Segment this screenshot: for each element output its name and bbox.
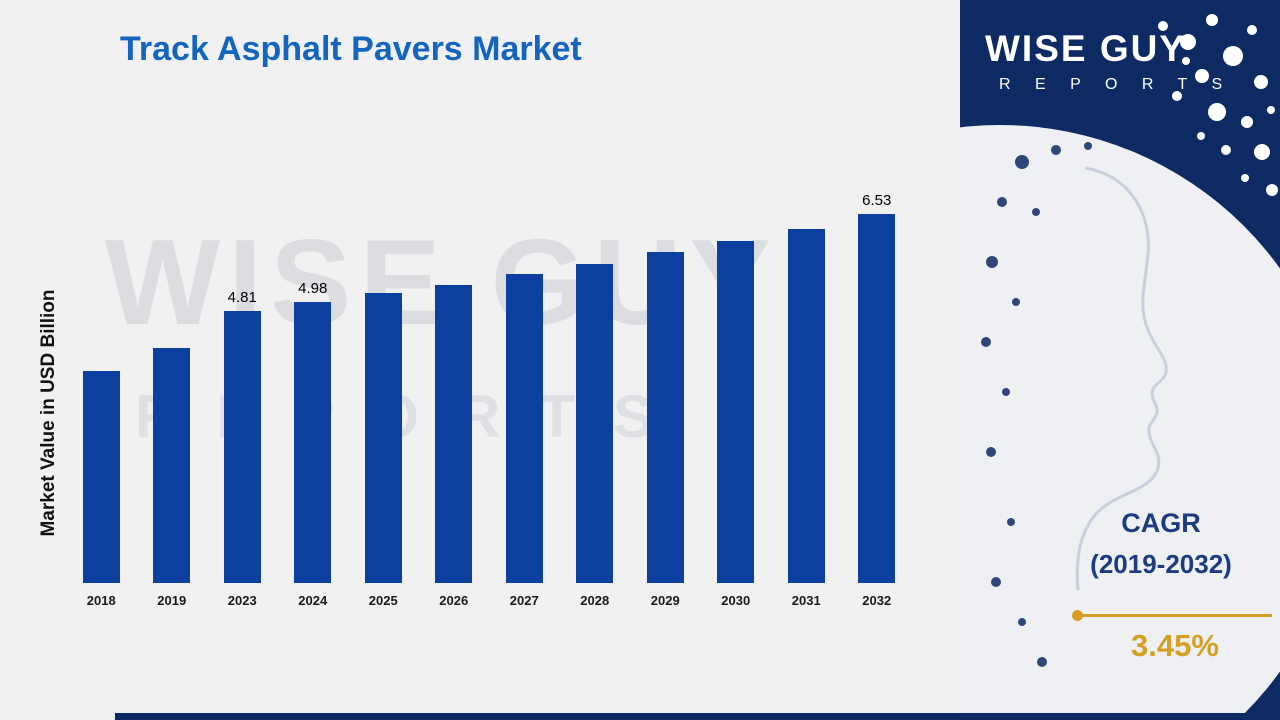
bar-column xyxy=(701,183,772,583)
bar-column: 6.53 xyxy=(842,183,913,583)
x-axis-tick: 2031 xyxy=(791,593,821,608)
bar-column: 4.81 xyxy=(207,183,278,583)
x-axis-tick: 2032 xyxy=(862,593,892,608)
cagr-block: CAGR (2019-2032) xyxy=(1050,508,1272,580)
bar-column xyxy=(630,183,701,583)
x-axis-tick: 2026 xyxy=(439,593,469,608)
bar-value-label: 6.53 xyxy=(862,192,892,209)
bar xyxy=(505,274,543,583)
x-axis-tick: 2023 xyxy=(227,593,257,608)
bar-chart: 4.81 4.98 6.53 xyxy=(66,183,912,583)
cagr-range: (2019-2032) xyxy=(1090,549,1232,579)
x-axis-tick: 2027 xyxy=(509,593,539,608)
bar xyxy=(858,214,896,583)
y-axis-label: Market Value in USD Billion xyxy=(38,289,59,537)
cagr-label: CAGR xyxy=(1121,508,1201,538)
bar-column xyxy=(66,183,137,583)
bar xyxy=(364,293,402,583)
bar-column: 4.98 xyxy=(278,183,349,583)
bar xyxy=(223,311,261,583)
bar-column xyxy=(348,183,419,583)
bar-column xyxy=(419,183,490,583)
bar-column xyxy=(137,183,208,583)
x-axis-tick: 2025 xyxy=(368,593,398,608)
bar xyxy=(435,285,473,583)
bar-value-label: 4.98 xyxy=(298,280,328,297)
x-axis-tick: 2019 xyxy=(157,593,187,608)
cagr-divider-dot xyxy=(1072,610,1083,621)
chart-title: Track Asphalt Pavers Market xyxy=(120,30,582,68)
logo-wiseguy-text: WISE GUY xyxy=(985,28,1187,69)
bar xyxy=(646,252,684,583)
bar-value-label: 4.81 xyxy=(227,289,257,306)
bar-column xyxy=(771,183,842,583)
bar xyxy=(717,241,755,583)
bar xyxy=(787,229,825,583)
x-axis-tick: 2024 xyxy=(298,593,328,608)
cagr-value: 3.45% xyxy=(1131,628,1219,663)
footer-bar xyxy=(115,713,1280,720)
bar xyxy=(82,371,120,583)
bar xyxy=(576,264,614,583)
brand-panel: WISE GUY R E P O R T S CAGR (2019-2032) … xyxy=(960,0,1280,720)
logo: WISE GUY R E P O R T S xyxy=(985,28,1232,94)
x-axis: 2018 2019 2023 2024 2025 2026 2027 2028 2029 2030… xyxy=(66,593,912,608)
x-axis-tick: 2018 xyxy=(86,593,116,608)
x-axis-tick: 2029 xyxy=(650,593,680,608)
bar-column xyxy=(560,183,631,583)
x-axis-tick: 2028 xyxy=(580,593,610,608)
bar xyxy=(153,348,191,583)
bar-column xyxy=(489,183,560,583)
bar xyxy=(294,302,332,583)
cagr-divider-line xyxy=(1072,610,1272,621)
logo-reports-text: R E P O R T S xyxy=(999,76,1233,93)
x-axis-tick: 2030 xyxy=(721,593,751,608)
